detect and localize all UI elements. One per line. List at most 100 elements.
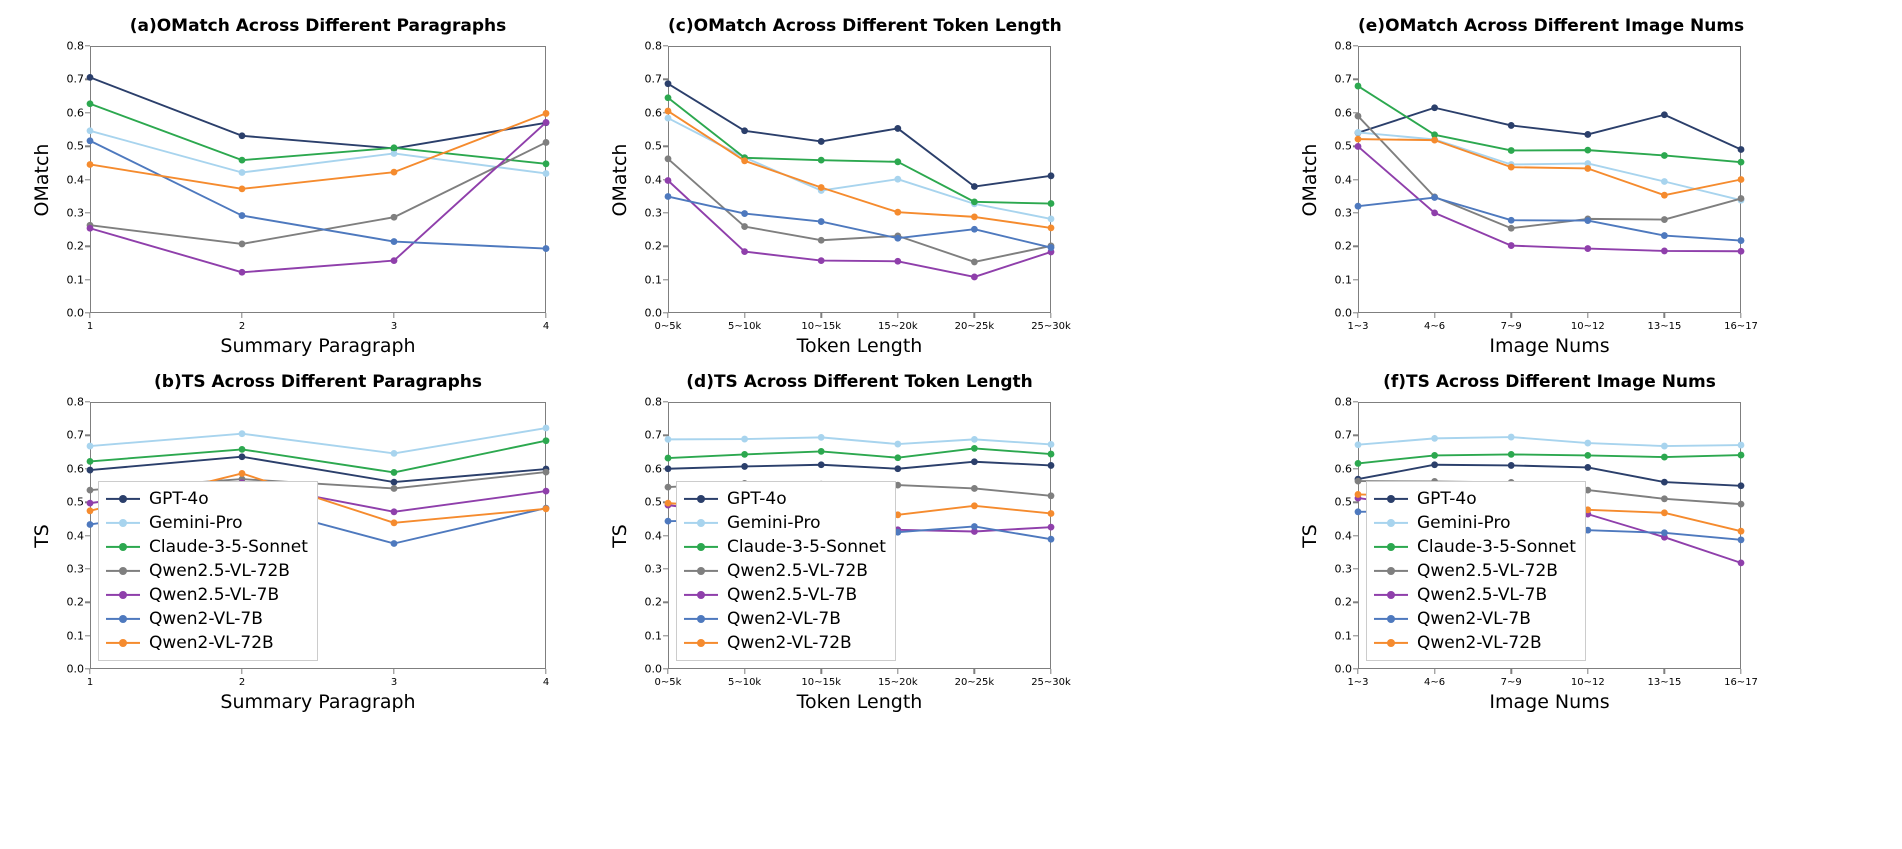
- series-point-qwen2-5-vl-72b: [238, 240, 246, 248]
- panel-b-xtick-label: 4: [542, 677, 550, 688]
- series-point-qwen2-5-vl-7b: [86, 499, 94, 507]
- series-point-gpt-4o: [664, 80, 672, 88]
- legend-item-qwen2-vl-72b[interactable]: Qwen2-VL-72B: [684, 631, 886, 655]
- series-point-gpt-4o: [1584, 131, 1592, 138]
- legend-item-label: Qwen2.5-VL-7B: [727, 585, 858, 605]
- series-point-gemini-pro: [86, 127, 94, 135]
- panel-a-xtick-mark: [89, 313, 91, 318]
- legend-item-gpt-4o[interactable]: GPT-4o: [684, 487, 886, 511]
- series-point-qwen2-vl-7b: [1737, 536, 1745, 544]
- legend-item-qwen2-5-vl-72b[interactable]: Qwen2.5-VL-72B: [684, 559, 886, 583]
- series-point-gpt-4o: [1507, 122, 1515, 129]
- series-point-gemini-pro: [1507, 433, 1515, 441]
- panel-d-plot-area: 0.0 0.1 0.2 0.3 0.4 0.5 0.6 0.7 0.8 0~5k 5~10k 10~1…: [645, 396, 1071, 689]
- panel-d-ytick-label: 0.8: [644, 395, 663, 409]
- panel-d-xtick-mark: [820, 669, 822, 674]
- legend-item-claude-3-5-sonnet[interactable]: Claude-3-5-Sonnet: [1374, 535, 1576, 559]
- panel-f-xtick-label: 10~12: [1570, 677, 1605, 688]
- series-point-qwen2-vl-7b: [894, 528, 902, 536]
- panel-f-xtick-mark: [1587, 669, 1589, 674]
- panel-b-ytick-mark: [85, 634, 90, 637]
- legend-item-label: Qwen2-VL-7B: [727, 609, 841, 629]
- panel-e-xtick-mark: [1587, 313, 1589, 318]
- legend-item-label: Qwen2-VL-72B: [1417, 633, 1542, 653]
- series-point-qwen2-5-vl-72b: [1661, 216, 1668, 223]
- series-point-claude-3-5-sonnet: [894, 454, 902, 462]
- panel-e-series-layer: [1354, 82, 1745, 255]
- legend-item-gpt-4o[interactable]: GPT-4o: [106, 487, 308, 511]
- panel-a-xtick-mark: [545, 313, 547, 318]
- series-point-qwen2-vl-7b: [1661, 529, 1668, 537]
- legend-item-label: Claude-3-5-Sonnet: [149, 537, 308, 557]
- series-point-qwen2-vl-72b: [1661, 509, 1668, 517]
- legend-item-qwen2-vl-7b[interactable]: Qwen2-VL-7B: [1374, 607, 1576, 631]
- panel-f-xtick-mark: [1510, 669, 1512, 674]
- legend-item-qwen2-vl-72b[interactable]: Qwen2-VL-72B: [1374, 631, 1576, 655]
- series-point-qwen2-vl-7b: [741, 210, 748, 217]
- series-point-gemini-pro: [1737, 441, 1745, 449]
- panel-c-axes: [668, 46, 1051, 313]
- panel-f-xtick-label: 7~9: [1500, 677, 1522, 688]
- panel-c-xtick-mark: [897, 313, 899, 318]
- series-line-qwen2-5-vl-7b: [667, 179, 1052, 278]
- series-line-qwen2-5-vl-72b: [1357, 115, 1742, 230]
- panel-e-xtick-label: 7~9: [1500, 321, 1522, 332]
- legend-item-label: Qwen2-VL-7B: [149, 609, 263, 629]
- series-point-claude-3-5-sonnet: [542, 160, 550, 168]
- series-line-claude-3-5-sonnet: [1357, 85, 1742, 164]
- panel-e-ytick-mark: [1353, 45, 1358, 47]
- legend-item-qwen2-5-vl-72b[interactable]: Qwen2.5-VL-72B: [106, 559, 308, 583]
- series-point-gemini-pro: [86, 442, 94, 450]
- series-point-claude-3-5-sonnet: [664, 454, 672, 462]
- panel-b-xtick-mark: [241, 669, 243, 674]
- series-point-qwen2-vl-72b: [1047, 510, 1055, 517]
- series-point-qwen2-5-vl-72b: [1354, 112, 1362, 120]
- panel-d-xtick-label: 5~10k: [727, 677, 762, 688]
- series-point-qwen2-vl-72b: [238, 185, 246, 193]
- legend-item-gpt-4o[interactable]: GPT-4o: [1374, 487, 1576, 511]
- legend-item-label: GPT-4o: [1417, 489, 1477, 509]
- series-line-gpt-4o: [89, 76, 547, 150]
- series-point-qwen2-vl-72b: [1661, 191, 1668, 199]
- panel-c-ytick-mark: [663, 145, 668, 147]
- series-point-gpt-4o: [894, 465, 902, 473]
- series-point-claude-3-5-sonnet: [1047, 450, 1055, 458]
- panel-b-ytick-label: 0.6: [66, 462, 85, 476]
- legend-item-qwen2-vl-72b[interactable]: Qwen2-VL-72B: [106, 631, 308, 655]
- panel-f-ytick-label: 0.1: [1334, 629, 1353, 643]
- panel-d-ytick-label: 0.6: [644, 462, 663, 476]
- legend-item-qwen2-5-vl-7b[interactable]: Qwen2.5-VL-7B: [1374, 583, 1576, 607]
- legend-item-gemini-pro[interactable]: Gemini-Pro: [106, 511, 308, 535]
- legend-item-gemini-pro[interactable]: Gemini-Pro: [684, 511, 886, 535]
- panel-d-x-axis-label: Token Length: [796, 691, 923, 713]
- panel-e-ytick-label: 0.0: [1334, 306, 1353, 320]
- series-point-qwen2-5-vl-7b: [390, 257, 398, 265]
- series-point-gpt-4o: [971, 183, 978, 190]
- legend-item-claude-3-5-sonnet[interactable]: Claude-3-5-Sonnet: [106, 535, 308, 559]
- panel-c-ytick-label: 0.4: [644, 173, 663, 186]
- legend-item-qwen2-vl-7b[interactable]: Qwen2-VL-7B: [684, 607, 886, 631]
- panel-b-legend: GPT-4o Gemini-Pro Claude-3-5-Sonnet Qwen2.5…: [98, 481, 318, 661]
- panel-d-ytick-label: 0.2: [644, 595, 663, 609]
- series-point-qwen2-vl-7b: [971, 225, 978, 233]
- panel-f-ytick-label: 0.0: [1334, 662, 1353, 676]
- panel-a-ytick-mark: [85, 145, 90, 147]
- panel-e-xtick-mark: [1510, 313, 1512, 318]
- legend-item-qwen2-vl-7b[interactable]: Qwen2-VL-7B: [106, 607, 308, 631]
- series-point-gemini-pro: [1047, 215, 1055, 223]
- series-point-qwen2-vl-72b: [542, 110, 550, 117]
- panel-c-ytick-label: 0.8: [644, 39, 663, 53]
- legend-item-claude-3-5-sonnet[interactable]: Claude-3-5-Sonnet: [684, 535, 886, 559]
- panel-c-xtick-label: 0~5k: [654, 321, 682, 332]
- series-point-gpt-4o: [1737, 482, 1745, 490]
- series-point-qwen2-5-vl-72b: [1737, 500, 1745, 508]
- panel-b-ytick-mark: [85, 601, 90, 603]
- legend-item-qwen2-5-vl-72b[interactable]: Qwen2.5-VL-72B: [1374, 559, 1576, 583]
- legend-item-gemini-pro[interactable]: Gemini-Pro: [1374, 511, 1576, 535]
- panel-a-ytick-mark: [85, 212, 90, 214]
- legend-swatch-icon: [106, 492, 140, 506]
- legend-item-label: Gemini-Pro: [149, 513, 243, 533]
- panel-d-ytick-mark: [663, 401, 668, 403]
- legend-item-qwen2-5-vl-7b[interactable]: Qwen2.5-VL-7B: [684, 583, 886, 607]
- legend-item-qwen2-5-vl-7b[interactable]: Qwen2.5-VL-7B: [106, 583, 308, 607]
